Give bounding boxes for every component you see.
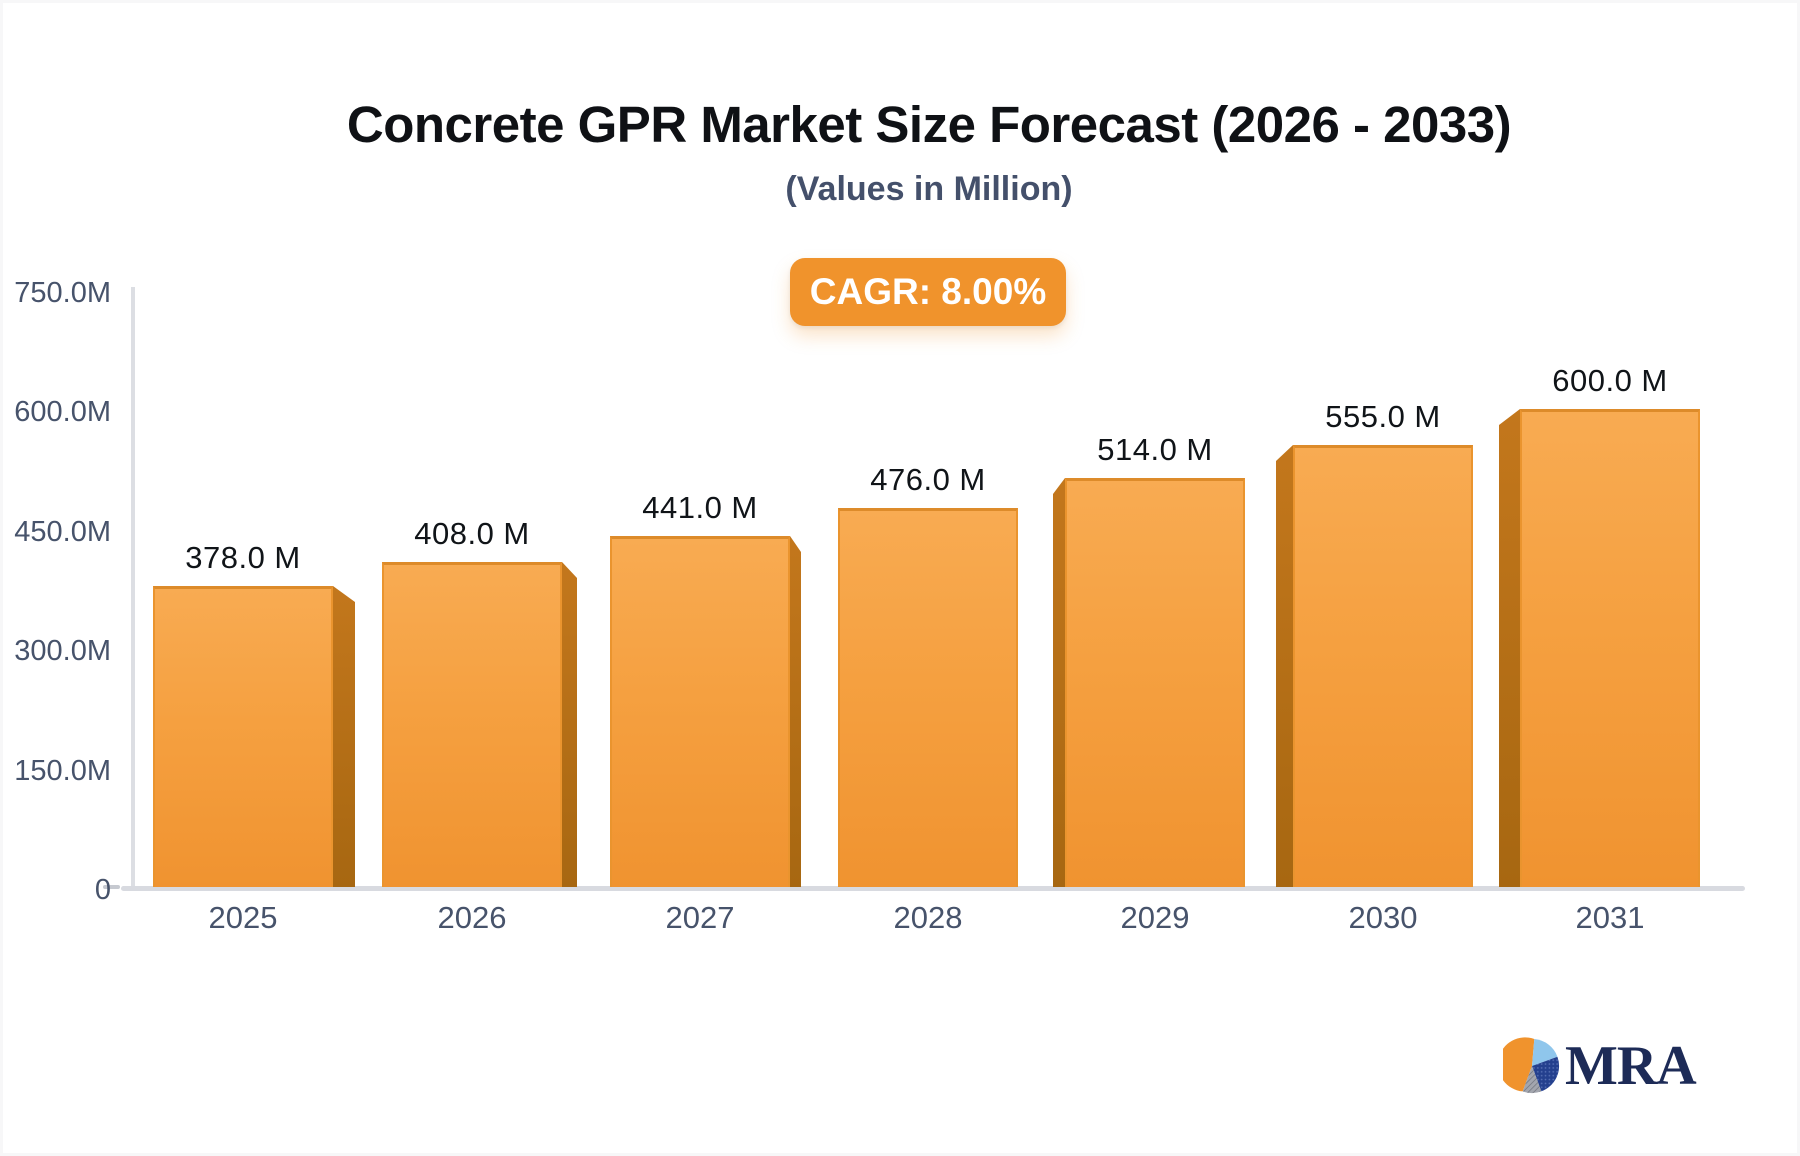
x-tick-label: 2026 (437, 900, 507, 935)
bar-value-label: 408.0 M (414, 516, 530, 551)
bar-value-label: 600.0 M (1552, 363, 1668, 398)
logo-wordmark: MRA (1565, 1035, 1697, 1097)
x-axis-baseline (121, 886, 1745, 891)
y-tick-label: 0 (94, 874, 111, 906)
bar-2027 (610, 536, 790, 887)
bar-value-label: 378.0 M (185, 540, 301, 575)
brand-logo: MRA (1503, 1035, 1697, 1097)
y-tick-label: 450.0M (14, 515, 111, 548)
bar-side-face (562, 562, 577, 887)
x-tick-label: 2031 (1575, 900, 1645, 935)
y-axis-line (131, 287, 135, 887)
x-tick-label: 2027 (665, 900, 735, 935)
x-tick-label: 2030 (1348, 900, 1418, 935)
bar-2025 (153, 586, 333, 887)
chart-subtitle: (Values in Million) (785, 170, 1073, 208)
zero-tick-mark (103, 885, 120, 889)
logo-pie-icon (1503, 1037, 1560, 1094)
bar-2031 (1520, 409, 1700, 887)
y-tick-label: 750.0M (14, 277, 111, 309)
bar-value-label: 476.0 M (870, 462, 986, 497)
bar-value-label: 441.0 M (642, 490, 758, 525)
bar-value-label: 555.0 M (1325, 399, 1441, 434)
bar-2028 (838, 508, 1018, 887)
bar-side-face (790, 536, 801, 887)
bar-2026 (382, 562, 562, 887)
bar-side-face (1053, 478, 1065, 887)
bar-2030 (1293, 445, 1473, 887)
x-tick-label: 2028 (893, 900, 963, 935)
y-tick-label: 150.0M (14, 754, 111, 787)
bar-side-face (333, 586, 355, 887)
y-tick-label: 600.0M (14, 396, 111, 429)
x-tick-label: 2029 (1120, 900, 1190, 935)
chart-title: Concrete GPR Market Size Forecast (2026 … (346, 96, 1512, 153)
cagr-badge: CAGR: 8.00% (790, 258, 1066, 326)
x-tick-label: 2025 (208, 900, 278, 935)
bar-2029 (1065, 478, 1245, 887)
y-tick-label: 300.0M (14, 635, 111, 668)
chart-header: Concrete GPR Market Size Forecast (2026 … (3, 3, 1797, 209)
bar-side-face (1499, 409, 1520, 887)
bar-value-label: 514.0 M (1097, 432, 1213, 467)
bar-side-face (1276, 445, 1293, 887)
